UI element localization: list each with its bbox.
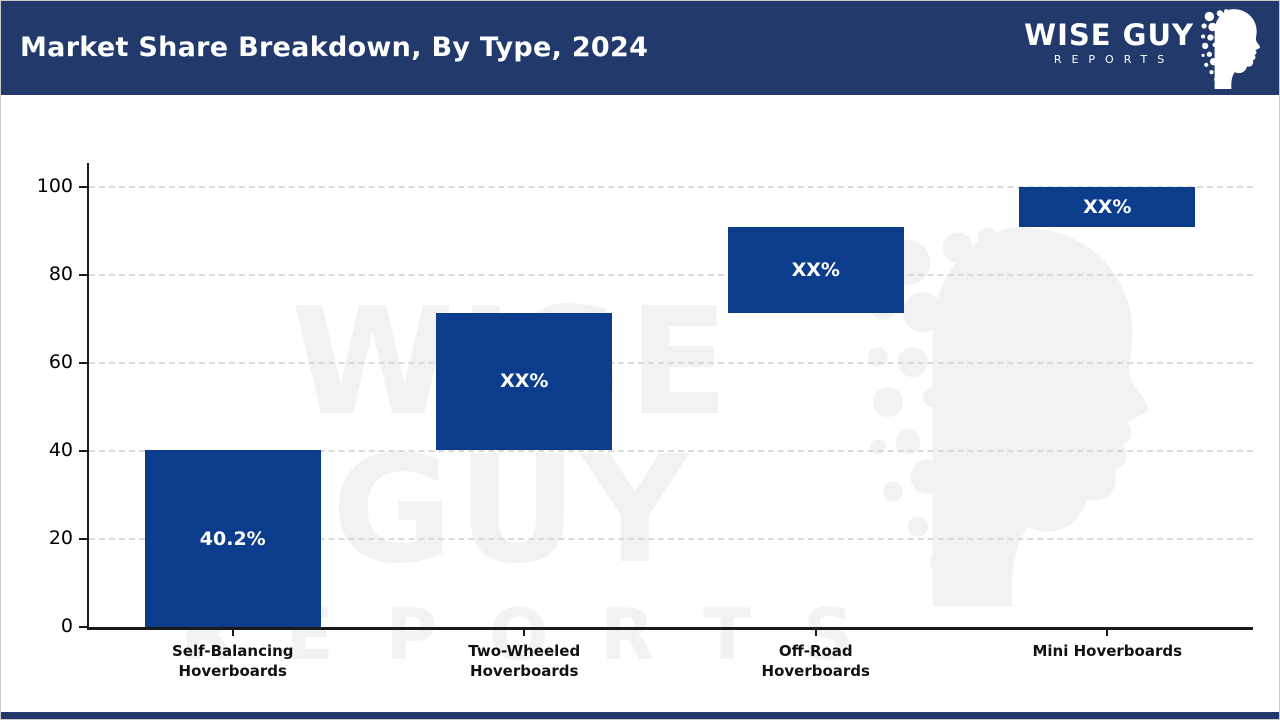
- y-tick-label-60: 60: [48, 351, 73, 373]
- y-tick-mark-60: [79, 362, 87, 364]
- y-tick-mark-0: [79, 626, 87, 628]
- gridline-80: [89, 274, 1253, 276]
- gridline-60: [89, 362, 1253, 364]
- gridline-20: [89, 538, 1253, 540]
- bar-value-label: 40.2%: [199, 527, 266, 550]
- x-category-label-off-road-hoverboards: Off-Road Hoverboards: [761, 642, 870, 681]
- x-tick-mark-4: [1106, 629, 1109, 636]
- logo-head-icon: [1200, 9, 1260, 89]
- bar-value-label: XX%: [791, 258, 840, 281]
- y-tick-mark-20: [79, 538, 87, 540]
- y-tick-label-0: 0: [60, 615, 73, 637]
- y-tick-mark-40: [79, 450, 87, 452]
- gridline-40: [89, 450, 1253, 452]
- x-axis-line: [87, 627, 1253, 630]
- logo-wordmark: WISE GUY: [1024, 18, 1194, 52]
- bar-mini-hoverboards: XX%: [1019, 187, 1196, 228]
- bar-off-road-hoverboards: XX%: [727, 227, 904, 313]
- y-tick-label-100: 100: [36, 175, 73, 197]
- bar-value-label: XX%: [500, 370, 549, 393]
- bar-two-wheeled-hoverboards: XX%: [436, 312, 613, 451]
- wise-guy-logo: WISE GUY REPORTS: [996, 2, 1272, 93]
- x-tick-mark-1: [231, 629, 234, 636]
- watermark-head-icon: [867, 227, 1148, 607]
- y-axis-line: [87, 163, 89, 630]
- bar-self-balancing-hoverboards: 40.2%: [144, 450, 321, 627]
- footer-bar: [0, 712, 1280, 720]
- y-tick-label-40: 40: [48, 439, 73, 461]
- gridline-100: [89, 186, 1253, 188]
- x-category-label-two-wheeled-hoverboards: Two-Wheeled Hoverboards: [468, 642, 581, 681]
- bar-value-label: XX%: [1083, 196, 1132, 219]
- y-tick-mark-100: [79, 186, 87, 188]
- logo-subtitle: REPORTS: [1053, 53, 1175, 67]
- x-tick-mark-2: [523, 629, 526, 636]
- y-tick-label-20: 20: [48, 527, 73, 549]
- x-category-label-self-balancing-hoverboards: Self-Balancing Hoverboards: [171, 642, 294, 681]
- page-title: Market Share Breakdown, By Type, 2024: [20, 32, 649, 63]
- y-tick-mark-80: [79, 274, 87, 276]
- x-category-label-mini-hoverboards: Mini Hoverboards: [1032, 642, 1183, 660]
- chart-header: Market Share Breakdown, By Type, 2024 WI…: [0, 0, 1280, 95]
- logo-text: WISE GUY REPORTS: [1024, 18, 1194, 67]
- x-tick-mark-3: [814, 629, 817, 636]
- y-tick-label-80: 80: [48, 263, 73, 285]
